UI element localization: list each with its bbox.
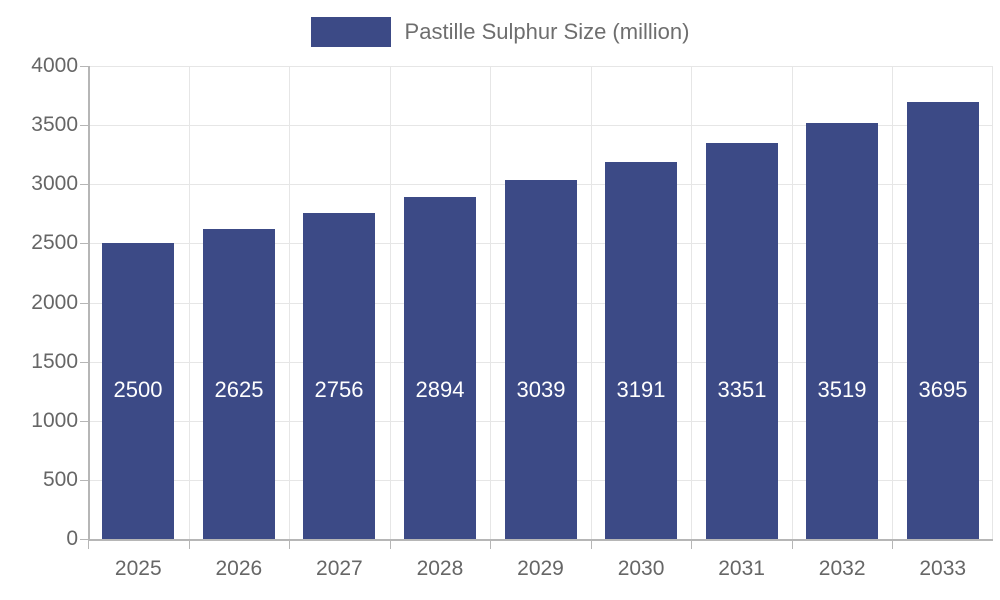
chart-legend: Pastille Sulphur Size (million) [0,10,1000,54]
y-tick-mark [80,66,88,67]
y-axis-tick-labels: 0 500 1000 1500 2000 2500 3000 3500 4000 [0,0,78,600]
x-tick-mark [691,540,692,549]
x-tick-label-2029: 2029 [517,557,564,580]
y-tick-mark [80,539,88,540]
x-tick-label-2026: 2026 [215,557,263,580]
x-tick-label-2031: 2031 [718,557,765,580]
plot-area: 2500 2625 2756 2894 3039 3191 3351 3519 3695 [88,66,993,540]
bar-2033[interactable]: 3695 [907,102,979,539]
y-tick-mark [80,184,88,185]
x-tick-mark [189,540,190,549]
x-tick-mark [792,540,793,549]
bar-value-label: 3351 [717,377,767,402]
y-tick-label-0: 0 [66,527,78,550]
bar-2029[interactable]: 3039 [505,180,577,539]
x-tick-label-2027: 2027 [316,557,363,580]
bar-value-label: 3039 [516,377,566,402]
bar-2031[interactable]: 3351 [706,143,778,539]
bar-2027[interactable]: 2756 [303,213,375,539]
legend-series-label: Pastille Sulphur Size (million) [404,19,690,44]
y-tick-mark [80,243,88,244]
bar-value-label: 3191 [616,377,666,402]
x-tick-label-2025: 2025 [114,557,162,580]
y-tick-mark [80,421,88,422]
x-tick-label-2033: 2033 [919,557,967,580]
gridline-vertical [792,66,793,539]
bar-2032[interactable]: 3519 [806,123,878,539]
y-tick-label-1500: 1500 [31,349,78,373]
x-tick-mark [88,540,89,549]
bar-value-label: 3695 [918,377,968,402]
x-tick-label-2032: 2032 [818,557,866,580]
y-tick-label-1000: 1000 [31,408,78,432]
y-tick-label-3000: 3000 [31,172,78,196]
gridline-horizontal [88,125,993,126]
y-tick-label-500: 500 [42,467,78,491]
bar-2026[interactable]: 2625 [203,229,275,539]
y-tick-mark [80,480,88,481]
x-tick-mark [289,540,290,549]
gridline-vertical [189,66,190,539]
bar-2030[interactable]: 3191 [605,162,677,539]
y-tick-mark [80,125,88,126]
legend-color-swatch [310,17,391,47]
gridline-vertical [892,66,893,539]
y-axis-line [88,66,90,540]
bar-2028[interactable]: 2894 [404,197,476,539]
gridline-vertical [691,66,692,539]
y-tick-label-2000: 2000 [31,290,78,314]
x-tick-mark [390,540,391,549]
y-tick-mark [80,362,88,363]
bar-2025[interactable]: 2500 [102,243,174,539]
x-axis-line [88,539,993,541]
y-tick-label-2500: 2500 [31,231,78,255]
gridline-vertical [490,66,491,539]
x-tick-mark [591,540,592,549]
gridline-vertical [289,66,290,539]
x-tick-mark [490,540,491,549]
bar-value-label: 2894 [415,377,465,402]
bar-value-label: 2500 [113,377,163,402]
bar-value-label: 2756 [314,377,364,402]
bar-value-label: 2625 [214,377,264,402]
plot-right-border [992,66,993,539]
y-tick-mark [80,303,88,304]
y-tick-label-3500: 3500 [31,113,78,137]
gridline-vertical [591,66,592,539]
x-tick-mark [892,540,893,549]
x-tick-label-2030: 2030 [617,557,665,580]
gridline-vertical [390,66,391,539]
gridline-horizontal [88,66,993,67]
x-tick-label-2028: 2028 [416,557,464,580]
bar-value-label: 3519 [817,377,867,402]
y-tick-label-4000: 4000 [31,54,78,77]
